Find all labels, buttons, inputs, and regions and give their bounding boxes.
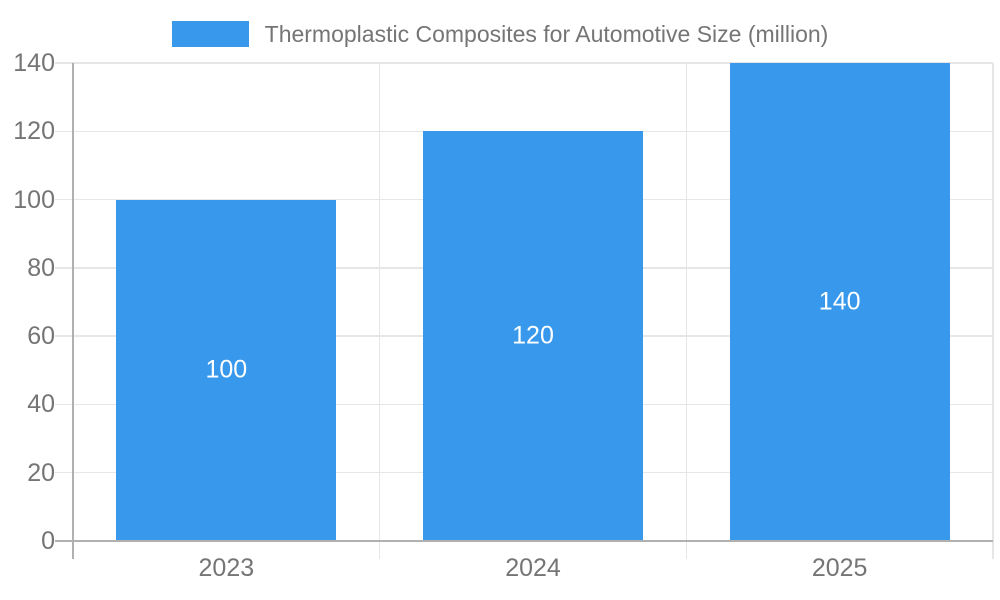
- legend-label: Thermoplastic Composites for Automotive …: [264, 21, 829, 47]
- y-tick: [55, 130, 73, 133]
- bar: [423, 131, 643, 541]
- y-tick: [55, 198, 73, 201]
- x-axis-line: [73, 540, 993, 542]
- h-gridline: [73, 130, 993, 133]
- y-tick: [55, 540, 73, 542]
- bar-value-label: 140: [818, 287, 861, 316]
- bar: [729, 63, 950, 541]
- y-axis-label: 100: [13, 185, 55, 214]
- v-gridline: [992, 63, 994, 541]
- y-tick: [55, 335, 73, 337]
- x-tick: [378, 541, 381, 559]
- y-axis-label: 120: [13, 117, 55, 146]
- y-axis-label: 140: [13, 49, 55, 77]
- v-gridline: [378, 63, 381, 541]
- y-tick: [55, 62, 73, 64]
- y-axis-label: 40: [27, 390, 55, 419]
- y-axis-label: 60: [27, 322, 55, 351]
- y-axis-label: 0: [41, 527, 55, 555]
- bar-value-label: 120: [512, 321, 554, 350]
- legend-swatch: [171, 21, 249, 47]
- x-axis-label: 2023: [198, 554, 255, 582]
- v-gridline: [685, 63, 688, 541]
- y-tick: [55, 403, 73, 406]
- x-tick: [685, 541, 688, 559]
- h-gridline: [73, 62, 993, 64]
- x-tick: [992, 541, 994, 559]
- x-axis-label: 2024: [505, 554, 561, 582]
- plot-area: 100 120 140: [73, 62, 994, 541]
- y-axis-label: 80: [27, 253, 55, 282]
- x-axis-label: 2025: [811, 554, 868, 582]
- bar: [116, 199, 337, 541]
- legend: Thermoplastic Composites for Automotive …: [0, 20, 1000, 48]
- y-axis-label: 20: [27, 458, 55, 487]
- y-tick: [55, 471, 73, 474]
- y-tick: [55, 267, 73, 269]
- bar-value-label: 100: [205, 355, 248, 384]
- y-axis-line: [72, 63, 74, 559]
